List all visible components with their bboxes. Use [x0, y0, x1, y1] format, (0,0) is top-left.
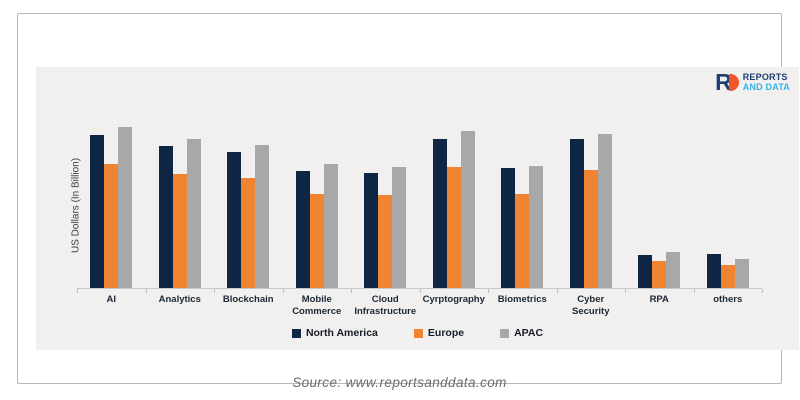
logo-monogram: R	[715, 69, 739, 95]
x-axis-label-cyrptography: Cyrptography	[422, 294, 485, 305]
bar-apac-analytics	[186, 139, 201, 288]
legend-swatch-europe	[413, 328, 423, 338]
bar-north-america-blockchain	[227, 152, 242, 288]
bar-apac-blockchain	[255, 145, 270, 288]
logo-wordmark: REPORTS AND DATA	[743, 72, 790, 92]
bar-north-america-ai	[90, 135, 105, 288]
bar-europe-blockchain	[241, 178, 256, 288]
legend-item-north-america: North America	[291, 327, 378, 339]
bar-north-america-cloud-infrastructure	[364, 173, 379, 288]
bar-apac-cyber-security	[597, 134, 612, 288]
bar-europe-cloud-infrastructure	[378, 195, 393, 288]
legend-swatch-north-america	[291, 328, 301, 338]
bar-europe-others	[720, 265, 735, 288]
x-axis-label-mobile-commerce: Mobile Commerce	[292, 294, 342, 318]
bar-apac-cloud-infrastructure	[392, 167, 407, 288]
x-axis-labels: AI Analytics Blockchain Mobile Commerce Clou…	[77, 294, 762, 319]
bar-apac-cyrptography	[460, 131, 475, 288]
bar-north-america-others	[706, 254, 721, 288]
x-axis-tick	[693, 289, 695, 293]
x-axis-tick	[214, 289, 215, 293]
bar-group-ai	[77, 123, 146, 288]
bar-north-america-biometrics	[501, 168, 516, 288]
legend-label-europe: Europe	[427, 327, 465, 339]
chart-panel: R REPORTS AND DATA US Dollars (In Billio…	[36, 67, 799, 350]
bar-europe-rpa	[652, 261, 667, 288]
bar-europe-biometrics	[515, 194, 530, 288]
x-axis-tick	[488, 289, 489, 293]
x-axis-label-rpa: RPA	[649, 294, 669, 305]
bar-group-cyber-security	[557, 123, 626, 288]
bar-north-america-cyber-security	[569, 139, 584, 288]
logo-d-icon	[728, 73, 739, 91]
reports-and-data-logo: R REPORTS AND DATA	[715, 69, 790, 95]
x-axis-label-analytics: Analytics	[158, 294, 201, 305]
bar-apac-rpa	[666, 252, 681, 288]
logo-text-and-data: AND DATA	[742, 82, 790, 92]
bar-north-america-mobile-commerce	[295, 171, 310, 288]
bar-europe-mobile-commerce	[309, 194, 324, 288]
logo-text-reports: REPORTS	[742, 72, 788, 82]
bar-group-mobile-commerce	[283, 123, 352, 288]
legend-label-apac: APAC	[514, 327, 544, 339]
x-axis-tick	[419, 289, 421, 293]
bar-apac-others	[734, 259, 749, 288]
x-axis-tick	[762, 289, 763, 293]
x-axis-tick	[282, 289, 284, 293]
x-axis-label-biometrics: Biometrics	[497, 294, 547, 305]
legend-label-north-america: North America	[305, 327, 378, 339]
legend-swatch-apac	[500, 328, 510, 338]
bar-group-others	[694, 123, 763, 288]
bar-apac-biometrics	[529, 166, 544, 288]
x-axis-label-ai: AI	[106, 294, 117, 305]
bar-apac-ai	[118, 127, 133, 288]
bar-group-analytics	[146, 123, 215, 288]
chart-card: R REPORTS AND DATA US Dollars (In Billio…	[17, 13, 799, 390]
bar-europe-cyber-security	[583, 170, 598, 288]
bar-north-america-rpa	[638, 255, 653, 288]
x-axis-label-others: others	[713, 294, 743, 305]
x-axis-tick	[351, 289, 352, 293]
bar-europe-ai	[104, 164, 119, 288]
logo-r-icon: R	[715, 69, 732, 95]
x-axis-tick	[77, 289, 78, 293]
x-axis-label-cyber-security: Cyber Security	[572, 294, 610, 318]
bar-group-cyrptography	[420, 123, 489, 288]
x-axis-tick	[145, 289, 147, 293]
x-axis-tick	[625, 289, 626, 293]
legend: North America Europe APAC	[36, 327, 799, 339]
legend-item-europe: Europe	[413, 327, 465, 339]
bar-group-blockchain	[214, 123, 283, 288]
bar-group-rpa	[625, 123, 694, 288]
x-axis-label-blockchain: Blockchain	[222, 294, 274, 305]
bar-europe-cyrptography	[446, 167, 461, 288]
x-axis-tick	[556, 289, 558, 293]
x-axis-label-cloud-infrastructure: Cloud Infrastructure	[354, 294, 417, 318]
source-text: Source: www.reportsanddata.com	[292, 375, 507, 390]
plot-area	[77, 123, 762, 289]
legend-item-apac: APAC	[500, 327, 543, 339]
bar-north-america-cyrptography	[432, 139, 447, 288]
bar-group-biometrics	[488, 123, 557, 288]
bar-europe-analytics	[172, 174, 187, 288]
bar-apac-mobile-commerce	[323, 164, 338, 288]
bar-group-cloud-infrastructure	[351, 123, 420, 288]
bar-north-america-analytics	[158, 146, 173, 288]
